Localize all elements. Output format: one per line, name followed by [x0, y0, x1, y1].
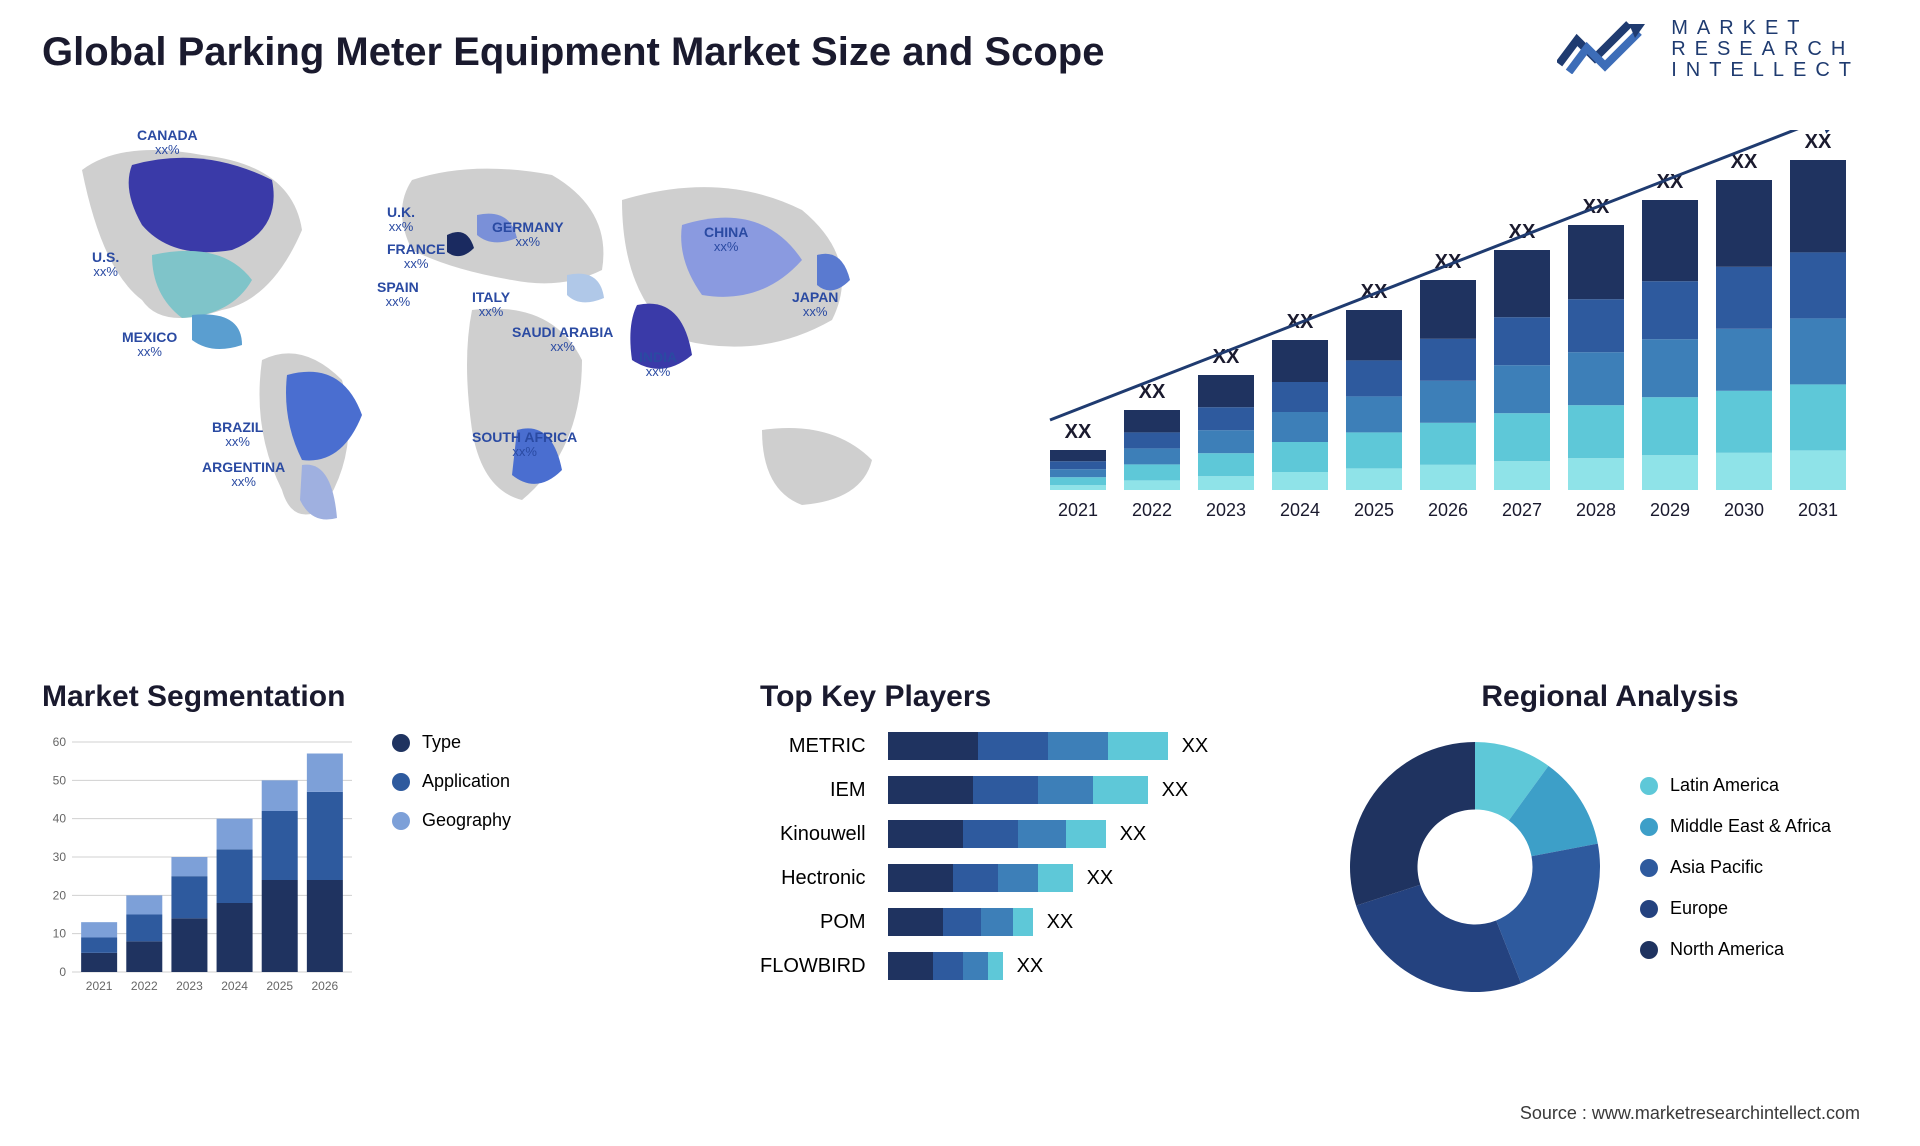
legend-item: Middle East & Africa — [1640, 816, 1831, 837]
svg-text:2023: 2023 — [1206, 500, 1246, 520]
legend-item: Type — [392, 732, 511, 753]
logo-mark-icon — [1557, 20, 1657, 79]
svg-text:2025: 2025 — [1354, 500, 1394, 520]
player-bar-row: XX — [888, 908, 1209, 936]
svg-text:2022: 2022 — [131, 979, 158, 993]
player-value: XX — [1162, 779, 1189, 802]
map-label: SAUDI ARABIAxx% — [512, 325, 613, 355]
segmentation-title: Market Segmentation — [42, 680, 562, 714]
player-value: XX — [1182, 735, 1209, 758]
growth-chart: XX2021XX2022XX2023XX2024XX2025XX2026XX20… — [1040, 130, 1860, 530]
player-name: POM — [820, 908, 866, 936]
player-bars: XXXXXXXXXXXX — [888, 732, 1209, 980]
map-label: ARGENTINAxx% — [202, 460, 285, 490]
logo-text-3: INTELLECT — [1671, 60, 1860, 81]
svg-text:2030: 2030 — [1724, 500, 1764, 520]
svg-text:50: 50 — [53, 773, 67, 787]
map-label: CANADAxx% — [137, 128, 198, 158]
svg-text:20: 20 — [53, 888, 67, 902]
svg-text:2024: 2024 — [221, 979, 248, 993]
map-svg — [42, 130, 962, 530]
svg-text:XX: XX — [1361, 281, 1388, 303]
segmentation-section: Market Segmentation 0 10 20 30 40 50 60 2021 202… — [42, 680, 562, 1002]
regional-section: Regional Analysis Latin America Middle Ea… — [1340, 680, 1880, 1002]
legend-item: Application — [392, 771, 511, 792]
svg-text:2021: 2021 — [86, 979, 113, 993]
player-value: XX — [1120, 823, 1147, 846]
svg-text:0: 0 — [59, 965, 66, 979]
svg-text:2022: 2022 — [1132, 500, 1172, 520]
player-name: Kinouwell — [780, 820, 866, 848]
map-label: BRAZILxx% — [212, 420, 263, 450]
player-value: XX — [1017, 955, 1044, 978]
map-label: INDIAxx% — [639, 350, 677, 380]
brand-logo: MARKET RESEARCH INTELLECT — [1557, 18, 1860, 81]
legend-item: Geography — [392, 810, 511, 831]
logo-text-1: MARKET — [1671, 18, 1860, 39]
player-value: XX — [1047, 911, 1074, 934]
svg-text:2021: 2021 — [1058, 500, 1098, 520]
segmentation-legend: Type Application Geography — [392, 732, 511, 1002]
svg-text:XX: XX — [1213, 346, 1240, 368]
source-label: Source : www.marketresearchintellect.com — [1520, 1103, 1860, 1124]
svg-text:2023: 2023 — [176, 979, 203, 993]
player-bar-row: XX — [888, 864, 1209, 892]
regional-legend: Latin America Middle East & Africa Asia Pa… — [1640, 775, 1831, 960]
svg-text:2028: 2028 — [1576, 500, 1616, 520]
player-name: METRIC — [789, 732, 866, 760]
svg-text:60: 60 — [53, 735, 67, 749]
player-bar-row: XX — [888, 732, 1209, 760]
svg-text:2027: 2027 — [1502, 500, 1542, 520]
legend-item: Latin America — [1640, 775, 1831, 796]
svg-text:XX: XX — [1065, 421, 1092, 443]
map-label: FRANCExx% — [387, 242, 445, 272]
player-bar-row: XX — [888, 776, 1209, 804]
map-label: SPAINxx% — [377, 280, 419, 310]
player-bar-row: XX — [888, 952, 1209, 980]
svg-text:2029: 2029 — [1650, 500, 1690, 520]
players-section: Top Key Players METRIC IEM Kinouwell Hectro… — [760, 680, 1290, 980]
svg-text:XX: XX — [1805, 131, 1832, 153]
legend-item: North America — [1640, 939, 1831, 960]
regional-title: Regional Analysis — [1340, 680, 1880, 714]
player-bar-row: XX — [888, 820, 1209, 848]
players-title: Top Key Players — [760, 680, 1290, 714]
map-label: U.K.xx% — [387, 205, 415, 235]
legend-item: Europe — [1640, 898, 1831, 919]
map-label: ITALYxx% — [472, 290, 510, 320]
player-name: FLOWBIRD — [760, 952, 866, 980]
legend-item: Asia Pacific — [1640, 857, 1831, 878]
svg-text:2025: 2025 — [266, 979, 293, 993]
svg-text:2026: 2026 — [312, 979, 339, 993]
svg-text:10: 10 — [53, 927, 67, 941]
svg-text:2024: 2024 — [1280, 500, 1320, 520]
map-label: SOUTH AFRICAxx% — [472, 430, 577, 460]
svg-text:2031: 2031 — [1798, 500, 1838, 520]
regional-donut — [1340, 732, 1610, 1002]
player-name: Hectronic — [781, 864, 865, 892]
map-label: MEXICOxx% — [122, 330, 177, 360]
player-name: IEM — [830, 776, 866, 804]
map-label: CHINAxx% — [704, 225, 748, 255]
player-names: METRIC IEM Kinouwell Hectronic POM FLOWBIRD — [760, 732, 866, 980]
world-map: CANADAxx% U.S.xx% MEXICOxx% BRAZILxx% ARGENT… — [42, 130, 962, 530]
svg-text:30: 30 — [53, 850, 67, 864]
map-label: GERMANYxx% — [492, 220, 564, 250]
player-value: XX — [1087, 867, 1114, 890]
map-label: U.S.xx% — [92, 250, 119, 280]
segmentation-chart: 0 10 20 30 40 50 60 2021 2022 2023 2024 2025 2026 — [42, 732, 362, 1002]
svg-text:40: 40 — [53, 812, 67, 826]
logo-text-2: RESEARCH — [1671, 39, 1860, 60]
map-label: JAPANxx% — [792, 290, 838, 320]
svg-text:2026: 2026 — [1428, 500, 1468, 520]
page-title: Global Parking Meter Equipment Market Si… — [42, 30, 1104, 75]
